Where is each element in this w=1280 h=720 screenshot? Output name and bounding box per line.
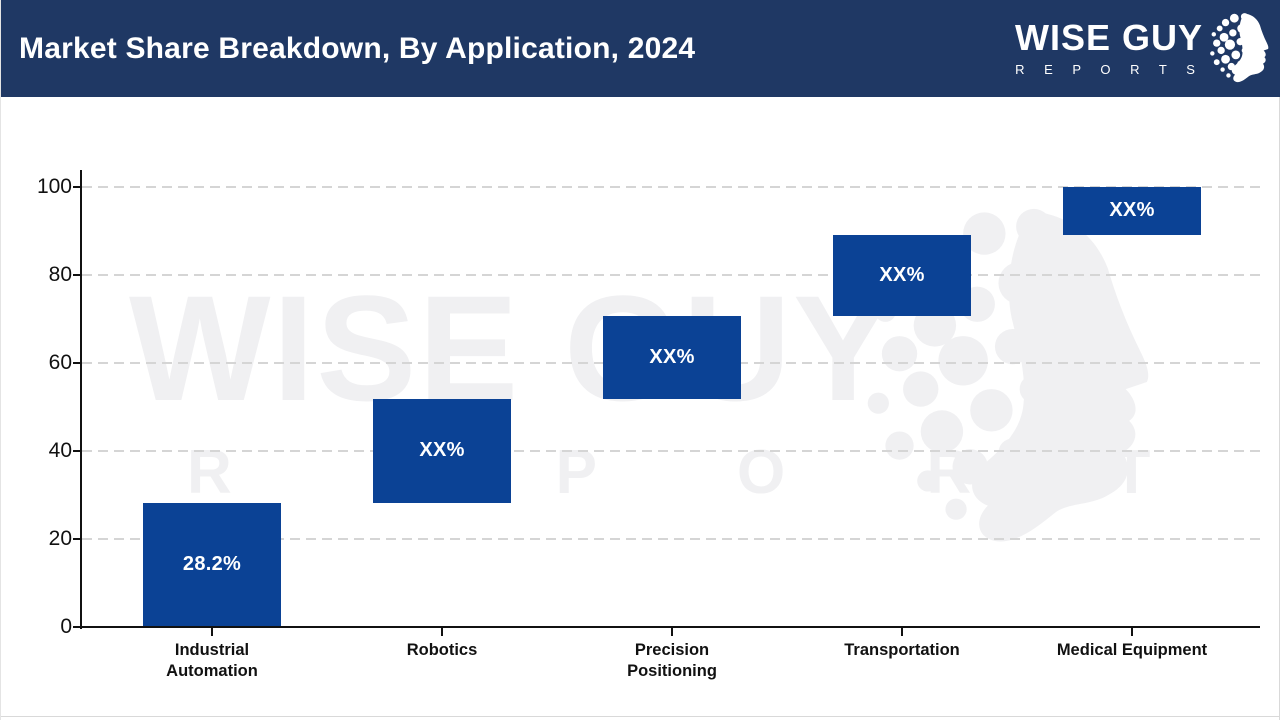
y-gridline [82, 538, 1260, 540]
y-tick-mark [73, 626, 82, 628]
watermark-wordmark: WISE GUY [129, 264, 896, 432]
page-title: Market Share Breakdown, By Application, … [19, 31, 696, 65]
y-tick-label: 20 [48, 527, 72, 550]
bar-industrial-automation: 28.2% [143, 502, 281, 627]
x-tick-mark [671, 628, 673, 636]
bar-medical-equipment: XX% [1063, 187, 1201, 235]
brand-subtext: R E P O R T S [1015, 62, 1203, 77]
x-axis-spine [80, 626, 1260, 628]
brand-logo: WISE GUY R E P O R T S [1009, 6, 1269, 94]
y-tick-mark [73, 450, 82, 452]
x-tick-label: Precision Positioning [627, 641, 717, 680]
y-tick-mark [73, 186, 82, 188]
bar-robotics: XX% [373, 399, 511, 503]
y-tick-label: 100 [36, 175, 72, 198]
bottom-divider [1, 716, 1279, 717]
bar-transportation: XX% [833, 234, 971, 317]
x-tick-mark [211, 628, 213, 636]
y-tick-mark [73, 274, 82, 276]
y-gridline [82, 274, 1260, 276]
x-tick-label: Industrial Automation [166, 641, 258, 680]
x-tick-mark [901, 628, 903, 636]
y-gridline [82, 186, 1260, 188]
header-bar: Market Share Breakdown, By Application, … [1, 0, 1280, 97]
bar-value-label: XX% [649, 346, 695, 369]
brand-face-icon [1210, 13, 1269, 83]
x-tick-label: Medical Equipment [1056, 641, 1208, 659]
bar-value-label: XX% [1109, 199, 1155, 222]
y-gridline [82, 450, 1260, 452]
y-tick-label: 60 [48, 351, 72, 374]
bar-value-label: 28.2% [182, 553, 242, 576]
watermark-face-icon [867, 208, 1149, 542]
y-tick-label: 40 [48, 439, 72, 462]
x-tick-label: Transportation [844, 641, 960, 659]
x-tick-mark [441, 628, 443, 636]
x-tick-mark [1131, 628, 1133, 636]
x-tick-label: Robotics [406, 641, 478, 659]
y-axis-spine [80, 170, 82, 629]
bar-value-label: XX% [879, 263, 925, 286]
bar-value-label: XX% [419, 439, 465, 462]
brand-wordmark: WISE GUY [1014, 17, 1203, 58]
y-tick-label: 0 [60, 615, 72, 638]
y-tick-mark [73, 538, 82, 540]
y-tick-label: 80 [48, 263, 72, 286]
brand-logo-text: WISE GUY R E P O R T S [1015, 18, 1203, 80]
bar-precision-positioning: XX% [603, 316, 741, 400]
y-tick-mark [73, 362, 82, 364]
